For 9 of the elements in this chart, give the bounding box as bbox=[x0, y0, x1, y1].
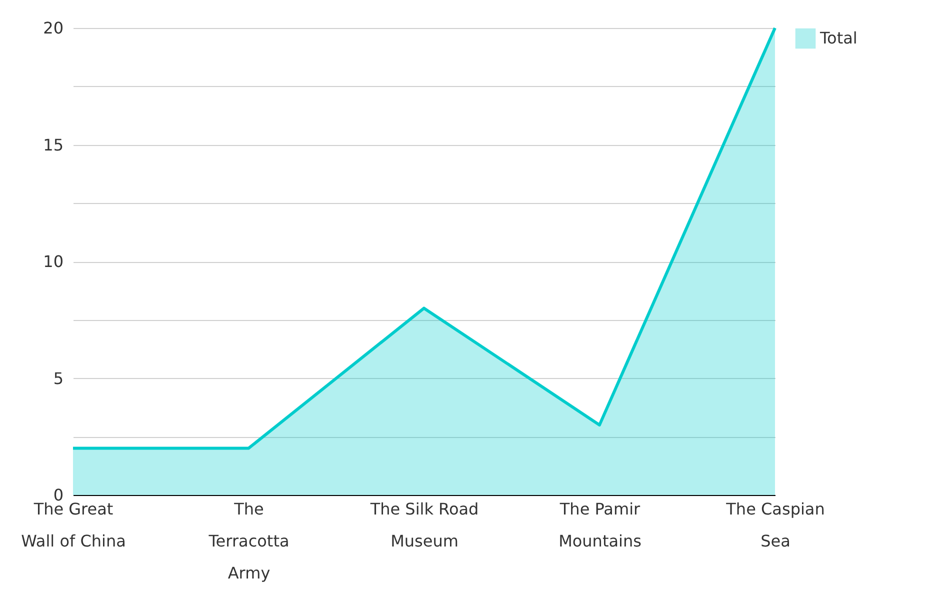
y-tick-label: 10 bbox=[43, 252, 64, 271]
x-tick-label: The Pamir Mountains bbox=[558, 500, 642, 550]
x-tick-label: The Silk Road Museum bbox=[369, 500, 479, 550]
legend-label: Total bbox=[819, 28, 858, 48]
y-tick-label: 20 bbox=[43, 18, 64, 38]
y-tick-label: 5 bbox=[53, 368, 64, 388]
x-tick-label: The Terracotta Army bbox=[208, 500, 290, 582]
y-tick-label: 15 bbox=[43, 135, 64, 154]
x-tick-label: The Caspian Sea bbox=[725, 500, 825, 550]
